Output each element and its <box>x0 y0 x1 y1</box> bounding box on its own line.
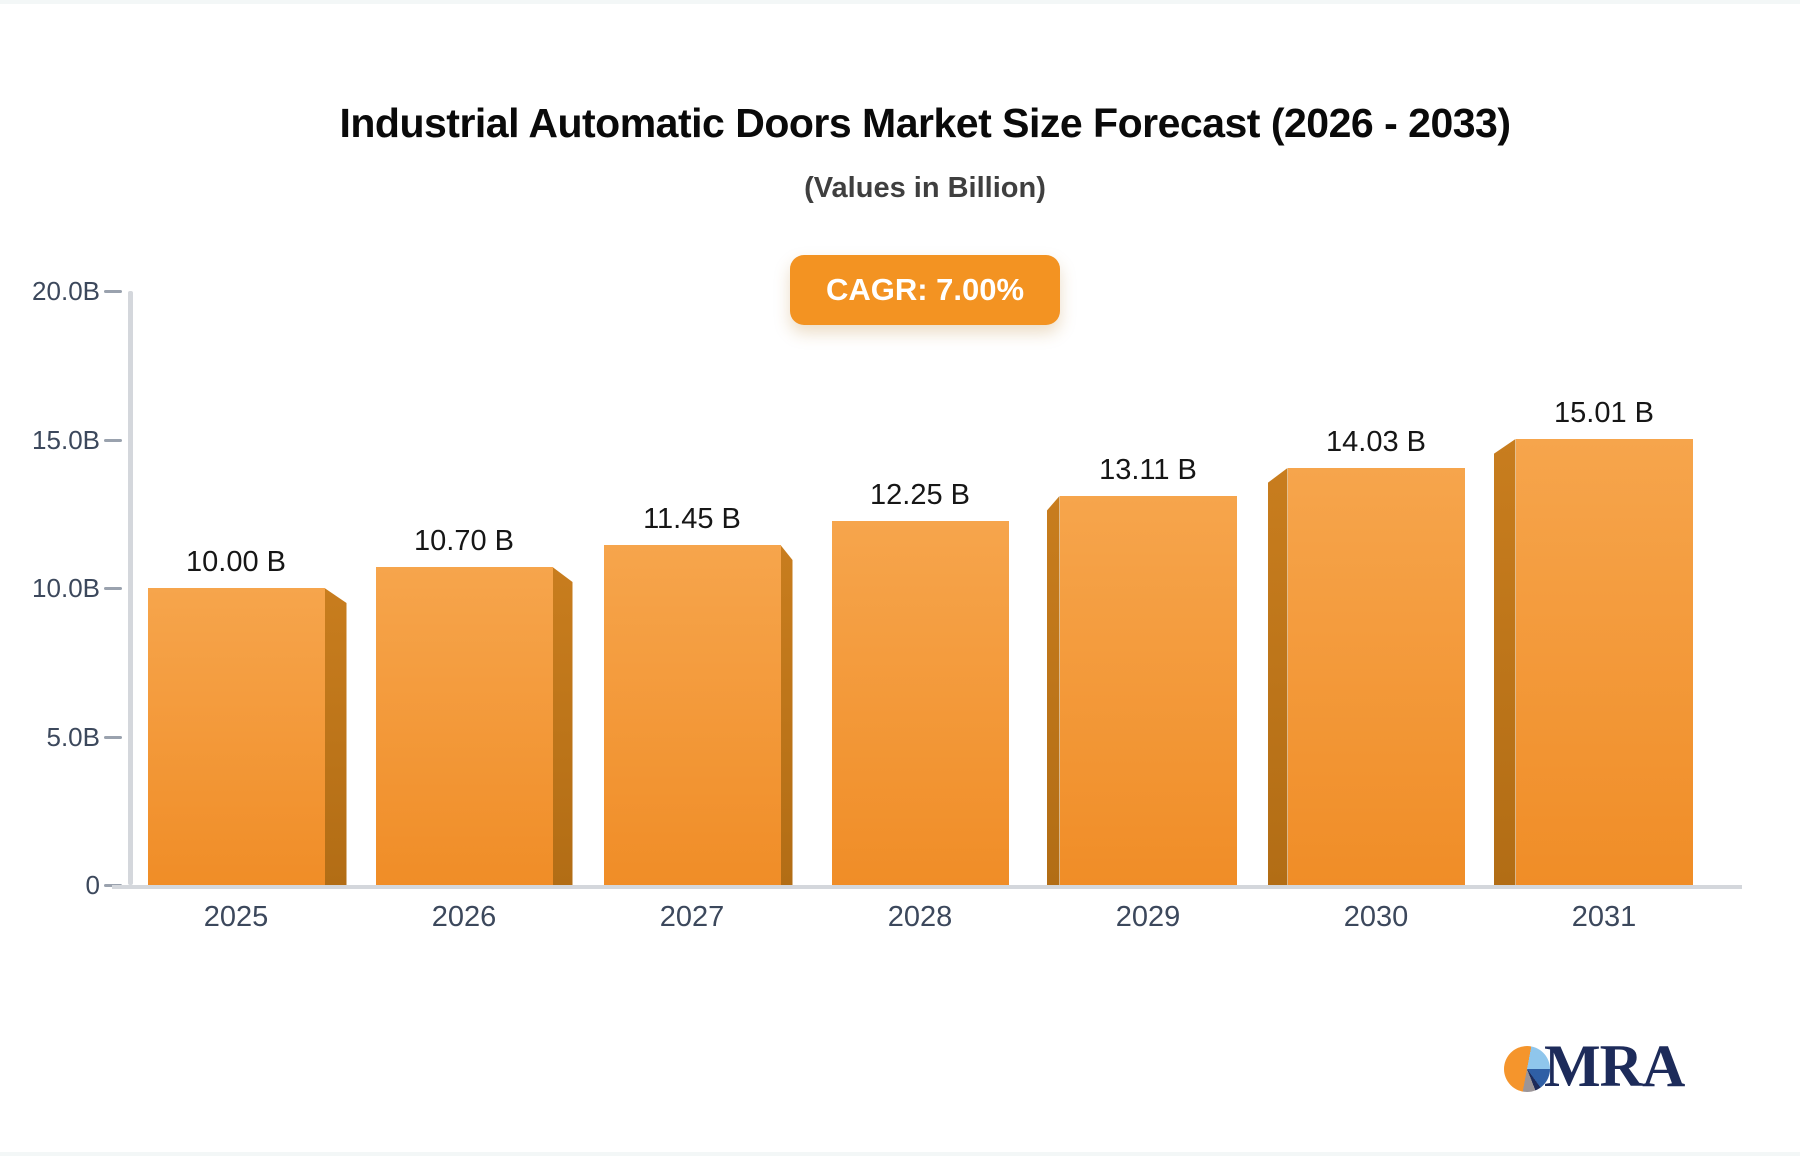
bar-2030 <box>1287 468 1465 885</box>
bar-value-label: 15.01 B <box>1554 397 1654 429</box>
page-top-edge <box>0 0 1800 4</box>
x-baseline <box>112 885 1742 889</box>
bar-side <box>324 588 347 885</box>
y-tick-label: 15.0B <box>32 424 100 455</box>
bar-2031 <box>1515 439 1693 885</box>
bar-side <box>552 567 573 885</box>
bar-2026 <box>375 567 553 885</box>
y-tick-label: 10.0B <box>32 573 100 603</box>
y-tick-mark <box>104 438 122 442</box>
x-tick-label: 2031 <box>1571 901 1637 933</box>
y-tick-label: 5.0B <box>46 721 101 752</box>
bar-side <box>1267 468 1288 885</box>
chart-subtitle: (Values in Billion) <box>804 172 1046 204</box>
bar-2025 <box>147 588 325 885</box>
bar-side <box>1493 439 1516 885</box>
x-tick-label: 2029 <box>1115 901 1181 933</box>
y-axis-line <box>128 291 133 885</box>
x-tick-label: 2026 <box>431 901 497 933</box>
bar-value-label: 12.25 B <box>870 479 970 511</box>
bar-side <box>780 545 793 885</box>
page-bottom-edge <box>0 1152 1800 1156</box>
pie-chart-logo-icon <box>1504 1046 1550 1092</box>
bar-value-label: 11.45 B <box>643 503 741 535</box>
x-tick-label: 2027 <box>659 901 725 933</box>
y-tick-label: 20.0B <box>32 276 100 306</box>
bar-2028 <box>831 521 1009 885</box>
y-tick-mark <box>104 587 122 590</box>
y-tick-label: 0 <box>85 870 100 900</box>
bar-value-label: 10.00 B <box>186 546 286 578</box>
bar-value-label: 14.03 B <box>1326 426 1426 458</box>
y-tick-mark <box>104 290 122 293</box>
x-tick-label: 2030 <box>1343 901 1409 933</box>
bar-value-label: 13.11 B <box>1099 454 1197 486</box>
mra-logo: MRA <box>1500 1032 1780 1112</box>
x-tick-label: 2025 <box>203 901 269 933</box>
y-tick-mark <box>104 735 122 739</box>
logo-text: MRA <box>1544 1033 1685 1099</box>
bar-2029 <box>1059 496 1237 885</box>
chart-title: Industrial Automatic Doors Market Size F… <box>339 100 1511 146</box>
cagr-badge: CAGR: 7.00% <box>790 255 1060 325</box>
bar-2027 <box>603 545 781 885</box>
x-tick-label: 2028 <box>887 901 953 933</box>
bar-side <box>1046 496 1060 885</box>
bar-value-label: 10.70 B <box>414 525 514 557</box>
